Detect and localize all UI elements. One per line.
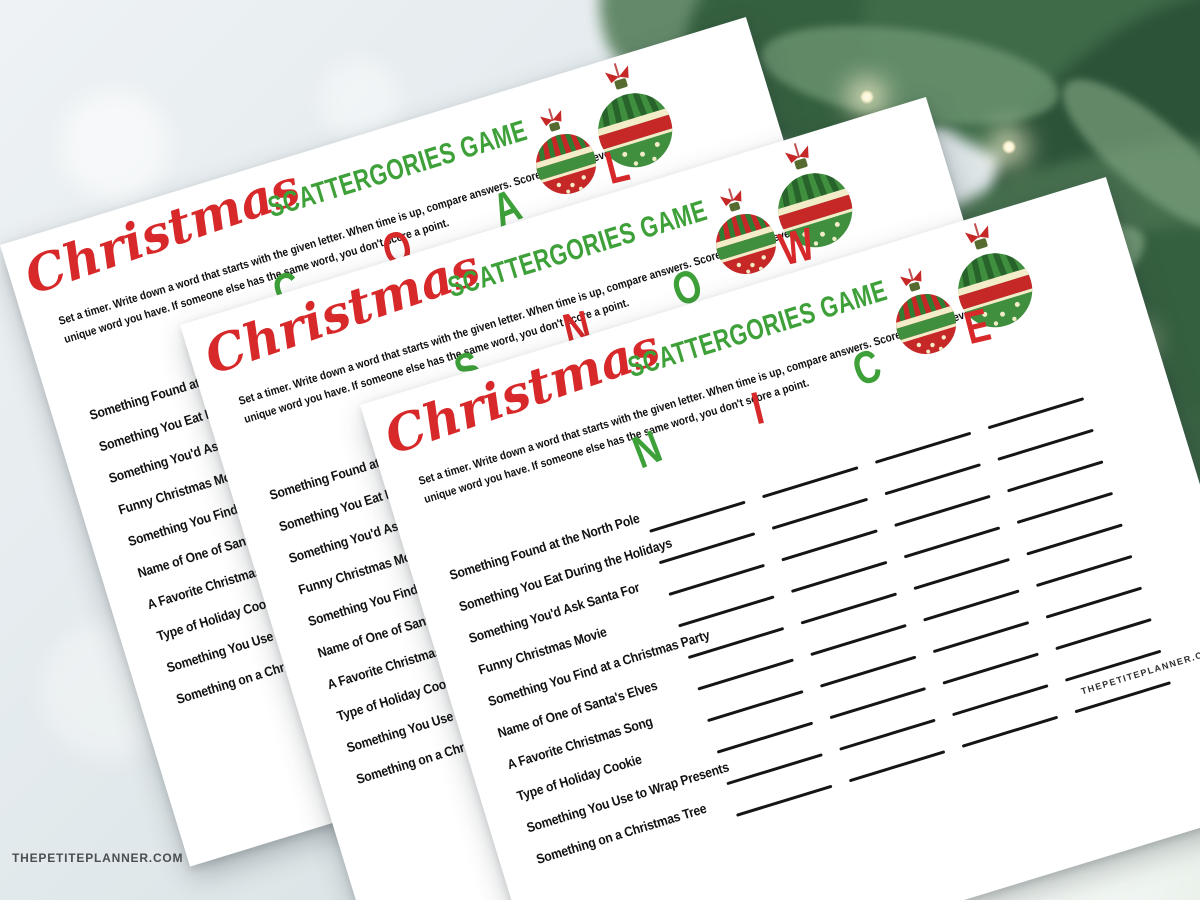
answer-line: [932, 621, 1030, 654]
answer-line: [649, 500, 746, 533]
answer-line: [678, 595, 775, 628]
column-letter-glyph: C: [846, 337, 889, 397]
string-light: [860, 90, 874, 104]
answer-line: [884, 463, 982, 496]
answer-line: [839, 718, 936, 751]
ornament-green-icon: [949, 223, 1042, 337]
ornament-green-icon: [769, 143, 862, 257]
column-letter-glyph: I: [746, 381, 769, 435]
ornament-red-icon: [888, 268, 964, 362]
answer-line: [997, 428, 1094, 461]
answer-line: [781, 529, 878, 562]
ornament-red-icon: [528, 108, 604, 202]
answer-line: [668, 563, 765, 596]
answer-line: [903, 526, 1001, 559]
answer-line: [1055, 618, 1152, 651]
answer-line: [961, 715, 1059, 748]
answer-line: [810, 623, 907, 657]
answer-line: [894, 494, 991, 527]
answer-line: [762, 466, 859, 499]
answer-line: [800, 592, 898, 625]
answer-line: [697, 658, 794, 691]
answer-line: [987, 397, 1085, 430]
ornament-red-icon: [708, 188, 784, 282]
answer-line: [848, 750, 946, 783]
printable-page-front: Christmas SCATTERGORIES GAME Set a timer…: [360, 176, 1200, 900]
answer-line: [707, 690, 804, 723]
answer-line: [1035, 554, 1133, 588]
answer-line: [735, 784, 833, 817]
answer-line: [874, 431, 972, 464]
answer-line: [819, 655, 917, 688]
category-item: Something Found at the North Pole: [447, 510, 642, 583]
answer-line: [1026, 523, 1123, 556]
answer-line: [913, 557, 1010, 591]
answer-line: [1006, 460, 1104, 493]
answer-line: [1045, 586, 1143, 619]
bokeh-light: [60, 90, 170, 200]
column-letter-glyph: E: [958, 298, 996, 355]
answer-line: [790, 560, 888, 593]
answer-line: [1016, 491, 1114, 524]
answer-line: [716, 721, 814, 754]
column-letter-glyph: L: [599, 138, 635, 194]
answer-line: [829, 687, 927, 720]
answer-line: [942, 652, 1039, 685]
site-watermark: THEPETITEPLANNER.COM: [12, 851, 184, 865]
column-letter-glyph: N: [626, 419, 669, 479]
answer-line: [952, 684, 1049, 717]
answer-line: [923, 589, 1020, 622]
answer-line: [726, 753, 823, 786]
answer-line: [771, 497, 869, 530]
printable-page-back: Christmas SCATTERGORIES GAME Set a timer…: [0, 16, 936, 867]
printable-page-middle: Christmas SCATTERGORIES GAME Set a timer…: [180, 96, 1116, 900]
ornament-green-icon: [589, 63, 682, 177]
string-light: [1002, 140, 1016, 154]
column-letter-glyph: W: [773, 217, 820, 276]
